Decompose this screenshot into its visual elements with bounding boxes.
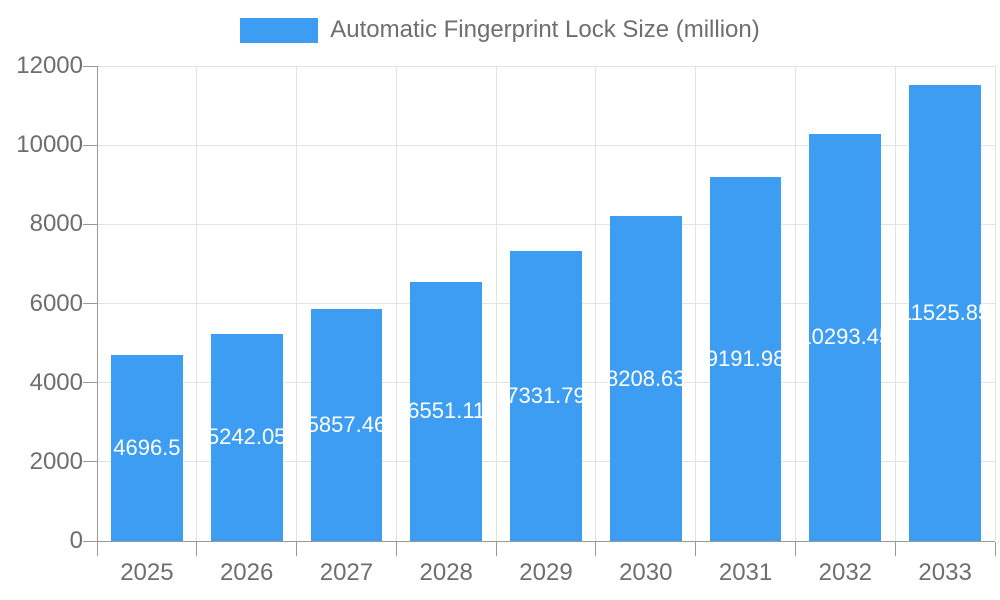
x-tick-mark [395, 542, 397, 556]
y-tick-mark [83, 540, 97, 542]
gridline-x [695, 66, 697, 541]
y-axis-label: 2000 [29, 447, 83, 475]
y-tick-mark [83, 461, 97, 463]
x-axis-label: 2032 [818, 559, 873, 586]
legend-item[interactable]: Automatic Fingerprint Lock Size (million… [0, 16, 1000, 44]
y-axis-label: 6000 [29, 289, 83, 317]
gridline-x [595, 66, 597, 541]
y-axis-label: 4000 [29, 368, 83, 396]
gridline-x [196, 66, 198, 541]
x-tick-mark [595, 542, 597, 556]
y-tick-mark [83, 65, 97, 67]
x-tick-mark [296, 542, 298, 556]
x-tick-mark [894, 542, 896, 556]
y-axis-line [97, 66, 98, 541]
bar[interactable] [410, 281, 483, 541]
x-axis-label: 2025 [120, 559, 174, 586]
x-axis-label: 2031 [718, 559, 773, 586]
y-axis-label: 10000 [16, 131, 83, 159]
x-tick-mark [495, 542, 497, 556]
x-tick-mark [196, 542, 198, 556]
bar[interactable] [210, 333, 283, 541]
x-tick-mark [96, 542, 98, 556]
gridline-y [97, 65, 995, 67]
x-axis-label: 2030 [619, 559, 673, 586]
x-axis-label: 2026 [219, 559, 274, 586]
x-tick-mark [695, 542, 697, 556]
gridline-x [794, 66, 796, 541]
x-axis-label: 2027 [319, 559, 374, 586]
bar[interactable] [110, 355, 183, 541]
y-axis-label: 0 [69, 527, 83, 554]
bar[interactable] [510, 250, 582, 541]
x-tick-mark [794, 542, 796, 556]
gridline-x [994, 66, 996, 541]
bar[interactable] [809, 133, 882, 541]
plot-area: 0 2000 4000 6000 8000 10000 12000 4696.5 2025 524… [16, 52, 996, 586]
gridline-x [395, 66, 397, 541]
gridline-x [296, 66, 298, 541]
gridline-y [97, 223, 995, 225]
y-tick-mark [83, 303, 97, 304]
y-tick-mark [83, 382, 97, 384]
gridline-x [894, 66, 896, 541]
y-tick-mark [83, 144, 97, 146]
gridline-y [97, 144, 995, 146]
x-axis-label: 2028 [419, 559, 473, 586]
x-axis-line [97, 541, 995, 542]
legend-label: Automatic Fingerprint Lock Size (million… [330, 16, 760, 43]
bar[interactable] [709, 177, 782, 541]
x-axis-label: 2029 [519, 559, 573, 586]
bar[interactable] [909, 84, 982, 541]
x-axis-label: 2033 [918, 559, 972, 586]
y-tick-mark [83, 223, 97, 225]
y-axis-label: 12000 [16, 52, 83, 79]
bar[interactable] [310, 309, 383, 541]
gridline-x [495, 66, 497, 541]
x-tick-mark [994, 542, 996, 556]
bar[interactable] [609, 216, 682, 541]
y-axis-label: 8000 [29, 210, 83, 238]
legend-swatch [240, 17, 319, 43]
